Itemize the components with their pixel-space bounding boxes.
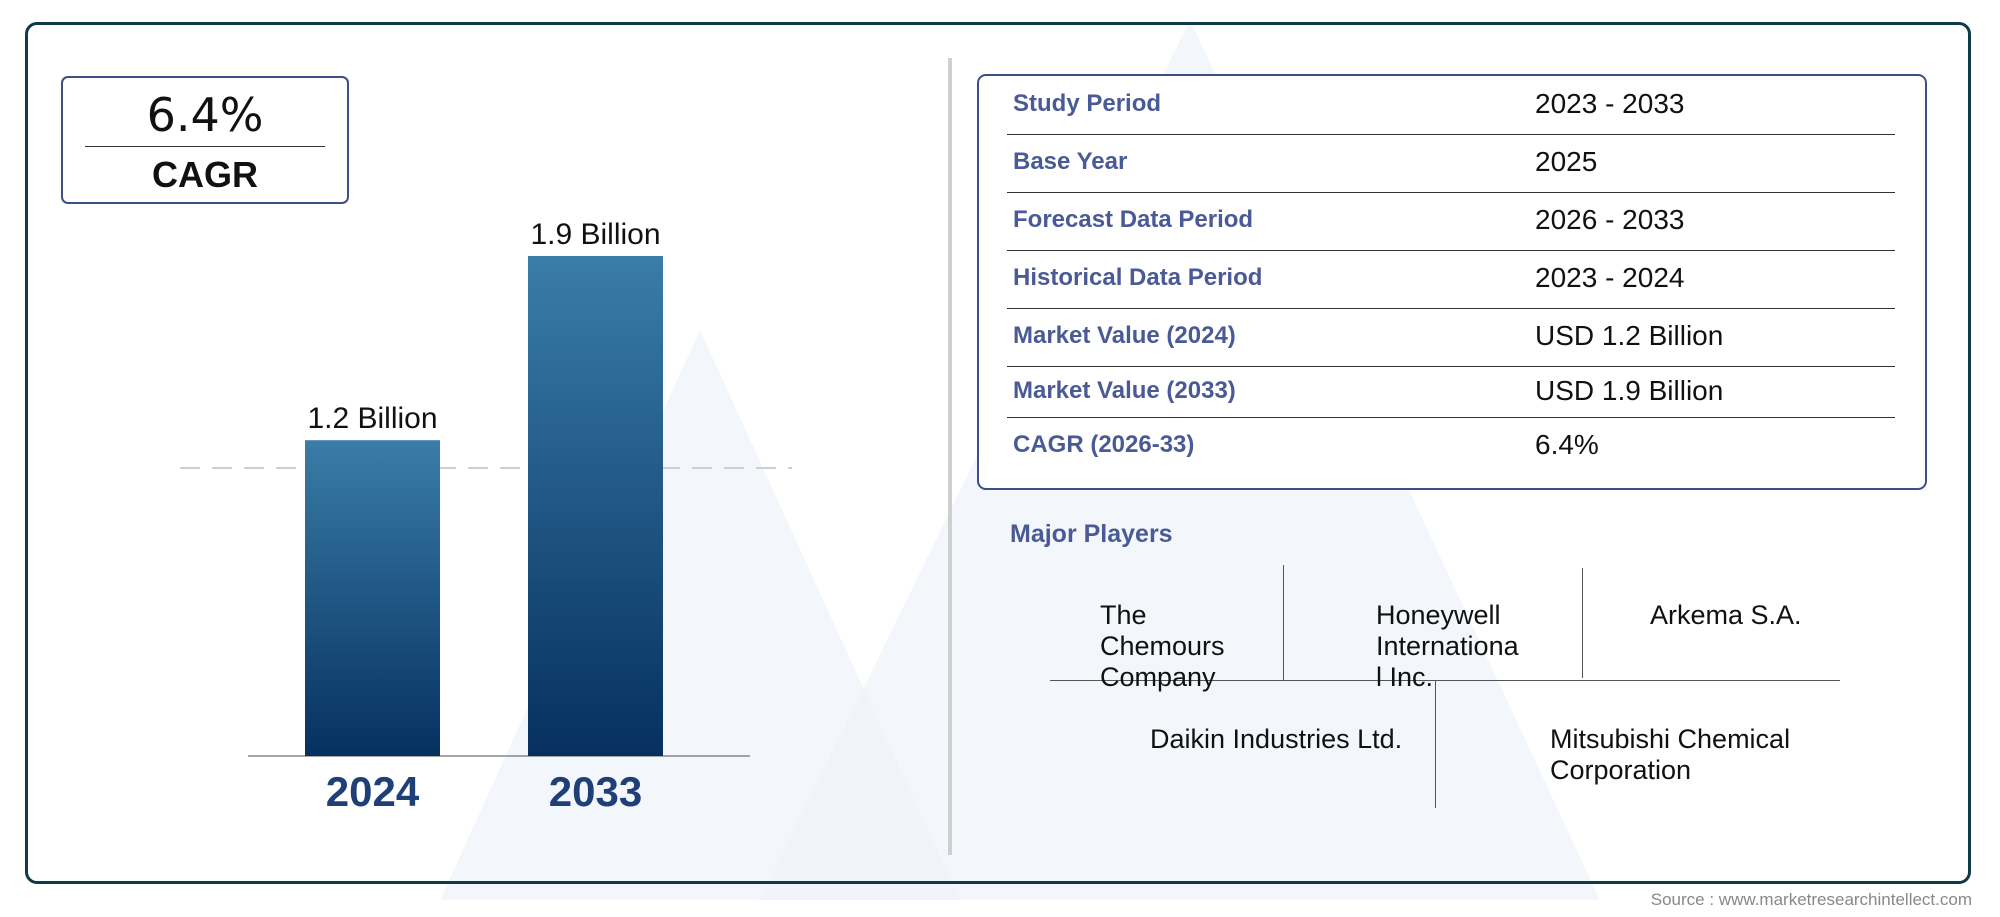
player-arkema: Arkema S.A. [1650,600,1802,631]
info-value: 2023 - 2033 [1535,88,1685,119]
player-daikin: Daikin Industries Ltd. [1150,724,1402,755]
info-key: Study Period [1013,90,1162,117]
cagr-divider [85,146,325,147]
players-divider-h [1050,680,1840,681]
player-name-line: Mitsubishi Chemical [1550,724,1791,754]
player-name-line: Company [1100,662,1216,692]
value-label-2033: 1.9 Billion [530,218,660,251]
info-row: Market Value (2033) USD 1.9 Billion [1007,366,1895,418]
info-key: Base Year [1013,148,1128,175]
value-label-2024: 1.2 Billion [307,402,437,435]
player-name-line: The [1100,600,1147,630]
bar-2024 [305,440,440,756]
players-divider-v1 [1283,565,1284,680]
player-name-line: Internationa [1376,631,1519,661]
players-divider-v2 [1582,568,1583,678]
info-key: Forecast Data Period [1013,206,1254,233]
info-key: CAGR (2026-33) [1013,431,1195,458]
info-row: CAGR (2026-33) 6.4% [1007,417,1895,475]
info-value: 2025 [1535,146,1598,177]
player-chemours: The Chemours Company [1100,600,1225,693]
cagr-badge: 6.4% CAGR [61,76,349,204]
cagr-label: CAGR [152,154,258,195]
info-value: 6.4% [1535,429,1599,460]
info-row: Historical Data Period 2023 - 2024 [1007,250,1895,309]
market-info-table: Study Period 2023 - 2033 Base Year 2025 Fore… [977,74,1927,490]
player-name-line: Chemours [1100,631,1225,661]
info-key: Historical Data Period [1013,264,1263,291]
cagr-value: 6.4% [146,88,264,142]
category-label-2033: 2033 [549,768,642,815]
info-row: Base Year 2025 [1007,134,1895,193]
info-key: Market Value (2024) [1013,322,1236,349]
panel-divider [948,58,952,855]
player-name-line: Corporation [1550,755,1692,785]
info-row: Study Period 2023 - 2033 [1007,76,1895,135]
card-frame [25,22,1971,884]
info-key: Market Value (2033) [1013,376,1236,404]
info-value: 2026 - 2033 [1535,204,1685,235]
player-name-line: Arkema S.A. [1650,600,1802,630]
info-value: USD 1.9 Billion [1535,374,1724,406]
source-note: Source : www.marketresearchintellect.com [1650,890,1972,909]
market-bar-chart: 1.2 Billion 2024 1.9 Billion 2033 [180,218,792,815]
player-name-line: Honeywell [1376,600,1501,630]
players-divider-v3 [1435,680,1436,808]
category-label-2024: 2024 [326,768,420,815]
major-players-title: Major Players [1010,520,1173,548]
player-honeywell: Honeywell Internationa l Inc. [1376,600,1519,693]
player-name-line: Daikin Industries Ltd. [1150,724,1403,754]
info-row: Forecast Data Period 2026 - 2033 [1007,192,1895,251]
info-value: 2023 - 2024 [1535,262,1685,293]
info-row: Market Value (2024) USD 1.2 Billion [1007,308,1895,367]
info-value: USD 1.2 Billion [1535,320,1724,351]
bar-2033 [528,256,663,756]
player-name-line: l Inc. [1376,662,1434,692]
player-mitsubishi: Mitsubishi Chemical Corporation [1550,724,1790,786]
